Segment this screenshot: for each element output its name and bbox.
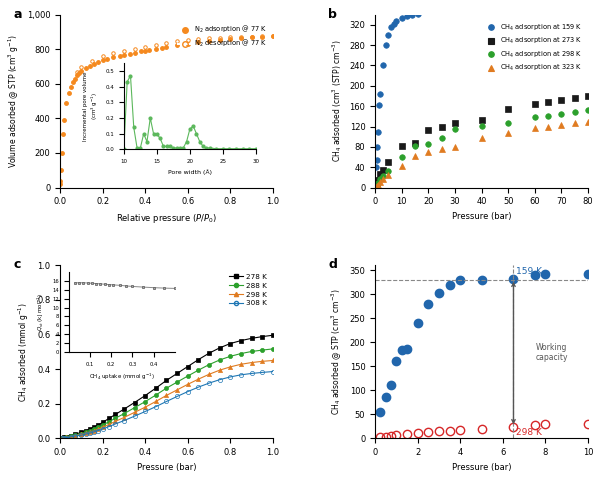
Legend: CH$_4$ adsorption at 159 K, CH$_4$ adsorption at 273 K, CH$_4$ adsorption at 298: CH$_4$ adsorption at 159 K, CH$_4$ adsor… <box>482 19 584 76</box>
X-axis label: Pressure (bar): Pressure (bar) <box>452 212 511 221</box>
Text: 298 K: 298 K <box>515 428 541 436</box>
Text: b: b <box>328 8 337 20</box>
Text: 159 K: 159 K <box>515 266 542 276</box>
Text: Working
capacity: Working capacity <box>536 343 568 362</box>
X-axis label: Pressure (bar): Pressure (bar) <box>452 463 511 471</box>
Y-axis label: CH$_4$ adsorbed (mmol g$^{-1}$): CH$_4$ adsorbed (mmol g$^{-1}$) <box>17 302 31 402</box>
X-axis label: Relative pressure ($P$/$P_0$): Relative pressure ($P$/$P_0$) <box>116 212 217 225</box>
Text: c: c <box>13 259 20 271</box>
Text: a: a <box>13 8 22 20</box>
Y-axis label: Volume adsorbed @ STP (cm$^3$ g$^{-1}$): Volume adsorbed @ STP (cm$^3$ g$^{-1}$) <box>7 34 21 168</box>
Legend: 278 K, 288 K, 298 K, 308 K: 278 K, 288 K, 298 K, 308 K <box>226 271 269 309</box>
Y-axis label: CH$_4$ adsorbed (cm$^3$ (STP) cm$^{-3}$): CH$_4$ adsorbed (cm$^3$ (STP) cm$^{-3}$) <box>330 40 344 163</box>
Y-axis label: CH$_4$ adsorbed @ STP (cm$^3$ cm$^{-3}$): CH$_4$ adsorbed @ STP (cm$^3$ cm$^{-3}$) <box>330 288 344 415</box>
Text: d: d <box>328 259 337 271</box>
X-axis label: Pressure (bar): Pressure (bar) <box>137 463 196 471</box>
Legend: N$_2$ adsorption @ 77 K, N$_2$ desorption @ 77 K: N$_2$ adsorption @ 77 K, N$_2$ desorptio… <box>176 21 269 52</box>
